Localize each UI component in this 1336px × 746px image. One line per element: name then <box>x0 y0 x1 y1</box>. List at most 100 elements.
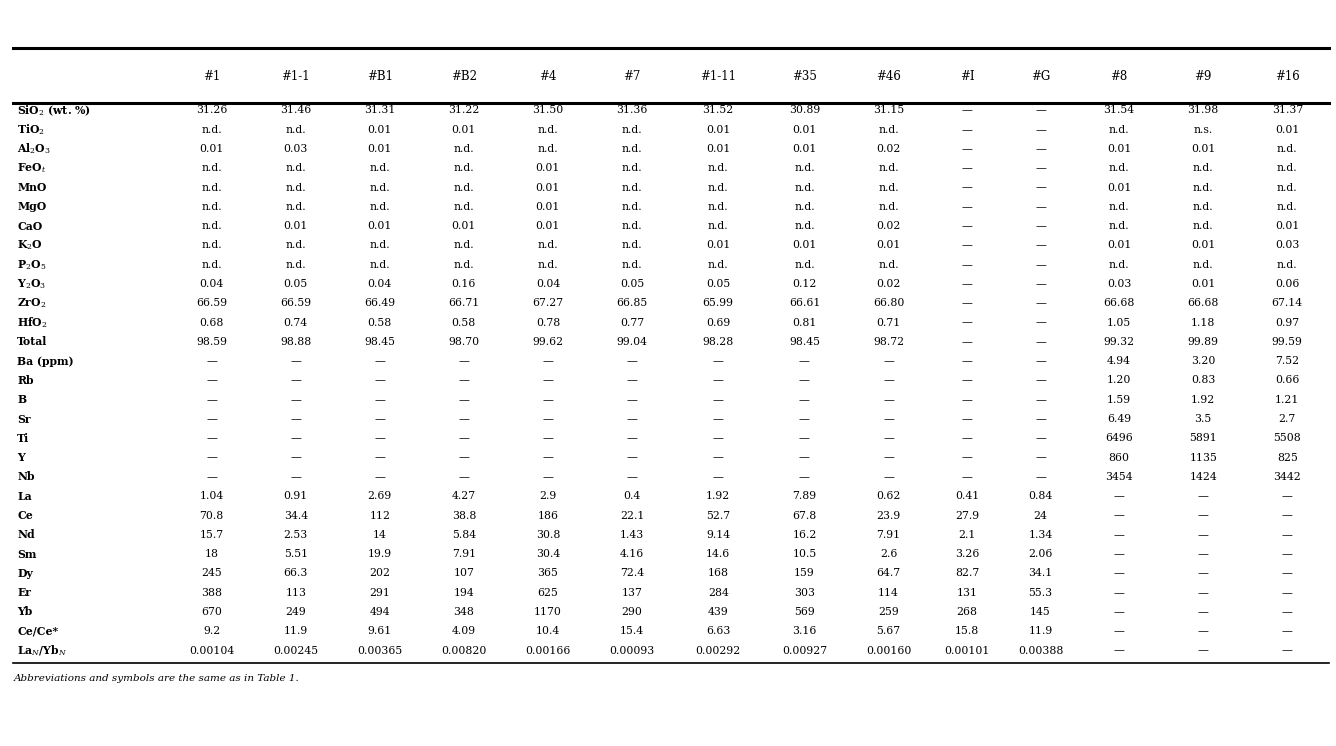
Text: 1170: 1170 <box>534 607 562 617</box>
Text: 0.01: 0.01 <box>452 125 476 134</box>
Text: n.d.: n.d. <box>286 260 306 270</box>
Text: —: — <box>962 337 973 347</box>
Text: —: — <box>627 453 637 463</box>
Text: #1-11: #1-11 <box>700 70 736 83</box>
Text: 5508: 5508 <box>1273 433 1301 443</box>
Text: 0.01: 0.01 <box>536 202 560 212</box>
Text: —: — <box>290 472 301 482</box>
Text: —: — <box>962 395 973 405</box>
Text: n.d.: n.d. <box>621 163 643 173</box>
Text: 82.7: 82.7 <box>955 568 979 578</box>
Text: Total: Total <box>17 336 48 348</box>
Text: #G: #G <box>1031 70 1050 83</box>
Text: n.d.: n.d. <box>286 240 306 251</box>
Text: 38.8: 38.8 <box>452 510 476 521</box>
Text: 0.03: 0.03 <box>283 144 307 154</box>
Text: 0.68: 0.68 <box>199 318 224 327</box>
Text: —: — <box>883 433 894 443</box>
Text: —: — <box>1035 183 1046 192</box>
Text: —: — <box>374 414 385 424</box>
Text: 66.85: 66.85 <box>616 298 648 308</box>
Text: 0.04: 0.04 <box>536 279 560 289</box>
Text: 66.71: 66.71 <box>449 298 480 308</box>
Text: —: — <box>799 375 810 386</box>
Text: 0.69: 0.69 <box>707 318 731 327</box>
Text: n.s.: n.s. <box>1193 125 1213 134</box>
Text: —: — <box>713 395 724 405</box>
Text: 439: 439 <box>708 607 728 617</box>
Text: 0.12: 0.12 <box>792 279 816 289</box>
Text: —: — <box>883 414 894 424</box>
Text: n.d.: n.d. <box>286 125 306 134</box>
Text: n.d.: n.d. <box>621 202 643 212</box>
Text: 0.01: 0.01 <box>1108 183 1132 192</box>
Text: 0.05: 0.05 <box>620 279 644 289</box>
Text: —: — <box>627 375 637 386</box>
Text: 1135: 1135 <box>1189 453 1217 463</box>
Text: 0.84: 0.84 <box>1029 491 1053 501</box>
Text: 99.59: 99.59 <box>1272 337 1303 347</box>
Text: 66.49: 66.49 <box>365 298 395 308</box>
Text: n.d.: n.d. <box>1193 163 1213 173</box>
Text: 31.37: 31.37 <box>1272 105 1303 116</box>
Text: —: — <box>206 356 218 366</box>
Text: 0.01: 0.01 <box>792 125 816 134</box>
Text: n.d.: n.d. <box>537 260 558 270</box>
Text: 98.28: 98.28 <box>703 337 733 347</box>
Text: —: — <box>1035 453 1046 463</box>
Text: n.d.: n.d. <box>1277 144 1297 154</box>
Text: —: — <box>542 453 553 463</box>
Text: n.d.: n.d. <box>794 221 815 231</box>
Text: —: — <box>1198 607 1209 617</box>
Text: 245: 245 <box>202 568 222 578</box>
Text: n.d.: n.d. <box>537 144 558 154</box>
Text: Nb: Nb <box>17 471 35 483</box>
Text: —: — <box>799 433 810 443</box>
Text: MnO: MnO <box>17 182 47 193</box>
Text: 0.01: 0.01 <box>792 240 816 251</box>
Text: 7.91: 7.91 <box>452 549 476 559</box>
Text: —: — <box>962 221 973 231</box>
Text: 30.89: 30.89 <box>788 105 820 116</box>
Text: 98.45: 98.45 <box>790 337 820 347</box>
Text: n.d.: n.d. <box>286 183 306 192</box>
Text: 0.00245: 0.00245 <box>273 645 318 656</box>
Text: 202: 202 <box>369 568 390 578</box>
Text: —: — <box>1198 491 1209 501</box>
Text: —: — <box>962 414 973 424</box>
Text: 0.06: 0.06 <box>1275 279 1300 289</box>
Text: Y: Y <box>17 452 25 463</box>
Text: —: — <box>962 163 973 173</box>
Text: n.d.: n.d. <box>370 202 390 212</box>
Text: n.d.: n.d. <box>537 125 558 134</box>
Text: —: — <box>542 414 553 424</box>
Text: 0.00365: 0.00365 <box>357 645 402 656</box>
Text: —: — <box>1281 549 1293 559</box>
Text: 0.02: 0.02 <box>876 144 900 154</box>
Text: #I: #I <box>959 70 974 83</box>
Text: 0.01: 0.01 <box>876 240 900 251</box>
Text: —: — <box>627 395 637 405</box>
Text: 34.1: 34.1 <box>1029 568 1053 578</box>
Text: 0.00104: 0.00104 <box>190 645 234 656</box>
Text: 0.41: 0.41 <box>955 491 979 501</box>
Text: Er: Er <box>17 587 31 598</box>
Text: 0.03: 0.03 <box>1108 279 1132 289</box>
Text: n.d.: n.d. <box>370 183 390 192</box>
Text: —: — <box>1035 163 1046 173</box>
Text: 348: 348 <box>453 607 474 617</box>
Text: —: — <box>962 240 973 251</box>
Text: 66.68: 66.68 <box>1188 298 1218 308</box>
Text: n.d.: n.d. <box>1193 260 1213 270</box>
Text: Abbreviations and symbols are the same as in Table 1.: Abbreviations and symbols are the same a… <box>13 674 299 683</box>
Text: n.d.: n.d. <box>1109 221 1129 231</box>
Text: —: — <box>458 472 469 482</box>
Text: 0.00166: 0.00166 <box>525 645 570 656</box>
Text: n.d.: n.d. <box>1277 183 1297 192</box>
Text: n.d.: n.d. <box>878 260 899 270</box>
Text: n.d.: n.d. <box>1193 202 1213 212</box>
Text: —: — <box>1114 588 1125 598</box>
Text: —: — <box>627 472 637 482</box>
Text: —: — <box>542 395 553 405</box>
Text: —: — <box>1198 588 1209 598</box>
